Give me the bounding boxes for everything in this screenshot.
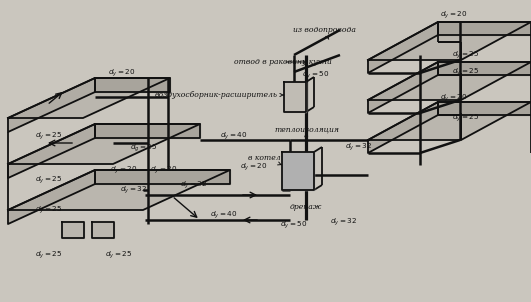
Text: в котел: в котел bbox=[248, 154, 281, 165]
Polygon shape bbox=[368, 62, 438, 113]
Polygon shape bbox=[438, 102, 531, 115]
Text: теплоизоляция: теплоизоляция bbox=[274, 126, 339, 140]
Polygon shape bbox=[8, 124, 95, 178]
Text: дренаж: дренаж bbox=[290, 203, 322, 211]
Polygon shape bbox=[368, 22, 438, 73]
Polygon shape bbox=[368, 102, 531, 140]
Polygon shape bbox=[368, 102, 438, 153]
Polygon shape bbox=[368, 62, 531, 100]
Text: отвод в раковину кухни: отвод в раковину кухни bbox=[234, 58, 332, 66]
Text: $d_y=25$: $d_y=25$ bbox=[35, 204, 62, 216]
Text: $d_y=20$: $d_y=20$ bbox=[108, 67, 135, 79]
Text: $d_y=20$: $d_y=20$ bbox=[110, 164, 138, 176]
Polygon shape bbox=[368, 22, 531, 60]
Polygon shape bbox=[95, 170, 230, 184]
Text: $d_y=40$: $d_y=40$ bbox=[210, 209, 237, 221]
Polygon shape bbox=[284, 82, 306, 112]
Text: $d_y=32$: $d_y=32$ bbox=[345, 141, 372, 153]
Polygon shape bbox=[8, 78, 170, 118]
Text: $d_y=25$: $d_y=25$ bbox=[35, 174, 62, 186]
Text: $d_y=25$: $d_y=25$ bbox=[452, 112, 479, 124]
Text: $d_y=20$: $d_y=20$ bbox=[240, 161, 268, 173]
Polygon shape bbox=[8, 78, 95, 132]
Text: $d_y=20$: $d_y=20$ bbox=[150, 164, 177, 176]
Text: $d_y=32$: $d_y=32$ bbox=[180, 179, 207, 191]
Text: из водопровода: из водопровода bbox=[293, 26, 356, 39]
Text: $d_y=25$: $d_y=25$ bbox=[452, 49, 479, 61]
Text: $d_y=25$: $d_y=25$ bbox=[452, 66, 479, 78]
Polygon shape bbox=[438, 22, 531, 35]
Polygon shape bbox=[438, 62, 531, 75]
Text: $d_y=25$: $d_y=25$ bbox=[35, 130, 62, 142]
Polygon shape bbox=[62, 222, 84, 238]
Text: $d_y=50$: $d_y=50$ bbox=[280, 219, 307, 231]
Text: $d_y=50$: $d_y=50$ bbox=[302, 69, 329, 81]
Polygon shape bbox=[8, 170, 95, 224]
Text: $d_y=32$: $d_y=32$ bbox=[120, 184, 147, 196]
Text: воздухосборник-расширитель: воздухосборник-расширитель bbox=[155, 91, 284, 99]
Polygon shape bbox=[8, 170, 230, 210]
Text: $d_y=32$: $d_y=32$ bbox=[330, 216, 357, 228]
Polygon shape bbox=[282, 152, 314, 190]
Polygon shape bbox=[95, 78, 170, 92]
Text: $d_y=20$: $d_y=20$ bbox=[440, 9, 467, 21]
Text: $d_y=25$: $d_y=25$ bbox=[105, 249, 132, 261]
Polygon shape bbox=[8, 124, 200, 164]
Text: $d_y=25$: $d_y=25$ bbox=[35, 249, 62, 261]
Polygon shape bbox=[92, 222, 114, 238]
Text: $d_y=20$: $d_y=20$ bbox=[440, 92, 467, 104]
Text: $d_y=40$: $d_y=40$ bbox=[220, 130, 247, 142]
Text: $d_g=25$: $d_g=25$ bbox=[130, 142, 158, 154]
Polygon shape bbox=[95, 124, 200, 138]
